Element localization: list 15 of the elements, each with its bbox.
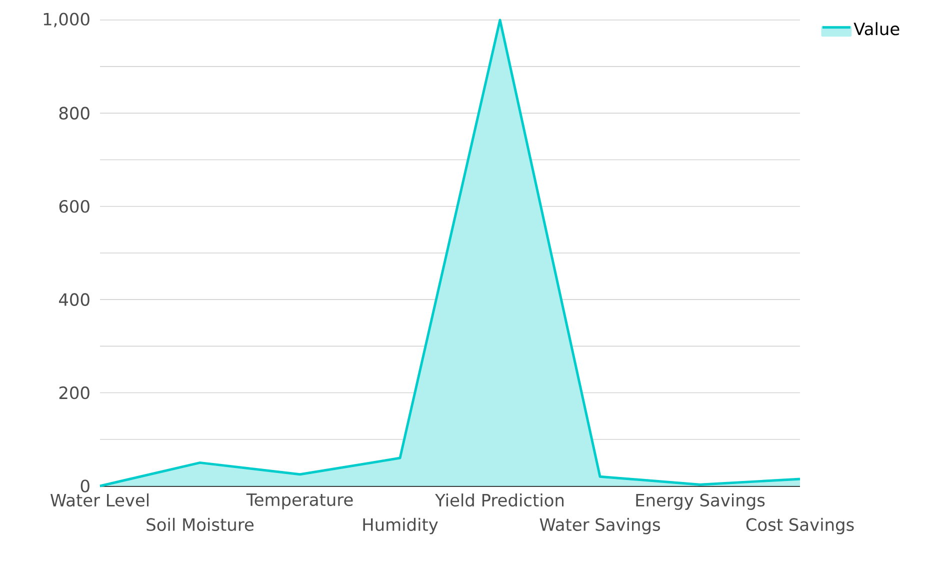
x-tick-label: Water Savings — [540, 518, 660, 534]
y-tick-label: 600 — [59, 200, 90, 213]
y-tick-label: 200 — [59, 386, 90, 400]
y-tick-label: 1,000 — [44, 12, 90, 28]
y-tick-label: 400 — [59, 293, 90, 306]
x-tick-label: Energy Savings — [636, 493, 765, 510]
x-tick-label: Humidity — [363, 518, 438, 534]
x-tick-label: Temperature — [246, 493, 353, 510]
x-tick-label: Water Level — [50, 493, 149, 507]
x-tick-label: Soil Moisture — [146, 518, 254, 531]
y-tick-label: 800 — [59, 106, 90, 120]
legend-label: Value — [854, 22, 900, 36]
x-tick-label: Cost Savings — [746, 518, 854, 534]
x-tick-label: Yield Prediction — [435, 493, 564, 507]
y-tick-label: 0 — [80, 480, 90, 492]
